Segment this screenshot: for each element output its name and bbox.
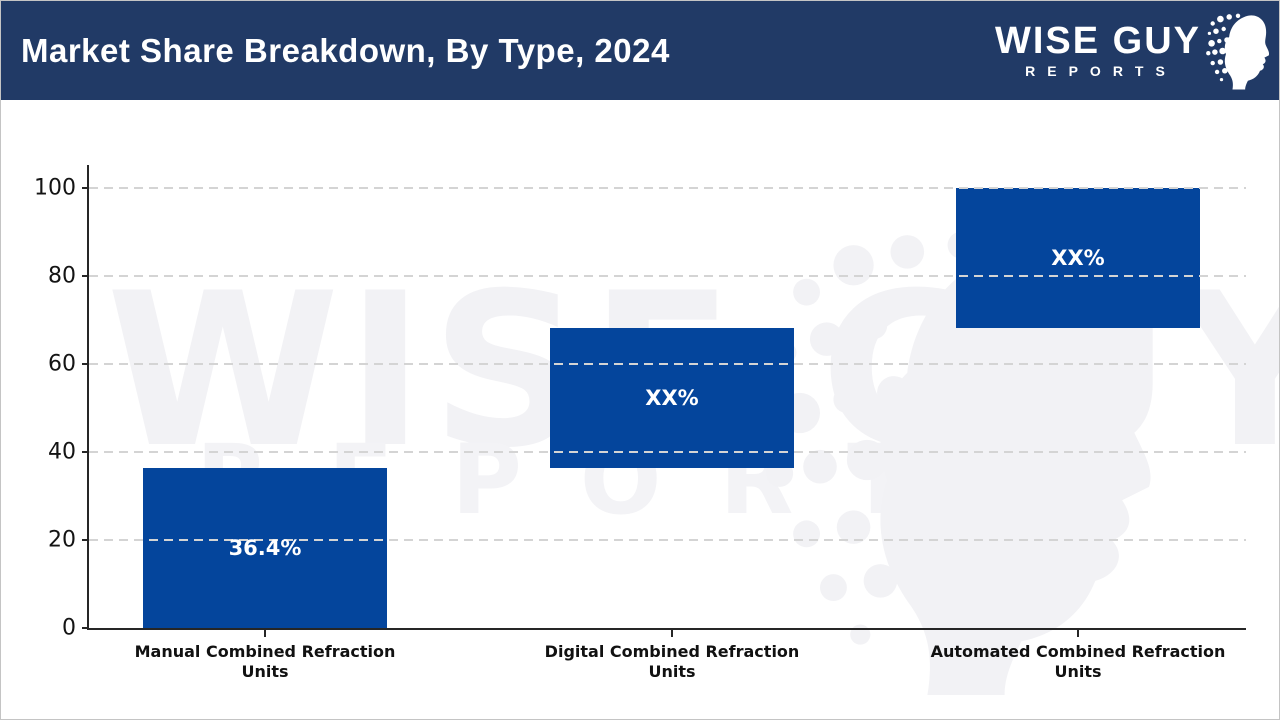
page-title: Market Share Breakdown, By Type, 2024: [21, 31, 670, 69]
category-label-2: Digital Combined Refraction Units: [544, 642, 800, 681]
gridline-60: [89, 363, 1246, 365]
y-axis-tick-60: [82, 363, 89, 365]
y-axis-tick-40: [82, 451, 89, 453]
x-axis-tick-3: [1077, 630, 1079, 637]
bar-value-label-1: 36.4%: [228, 535, 302, 560]
logo-text: WISE GUY REPORTS: [995, 22, 1201, 79]
gridline-100: [89, 187, 1246, 189]
logo-wordmark: WISE GUY: [994, 20, 1201, 62]
watermark-dotted-face-profile-icon: [766, 231, 1151, 695]
y-axis-tick-100: [82, 187, 89, 189]
category-label-3: Automated Combined Refraction Units: [930, 642, 1226, 681]
bar-2: [550, 327, 794, 468]
bar-value-label-2: XX%: [645, 385, 699, 410]
chart-area: WISE GUY REPORTS 02040608010036.4%XX%XX%…: [1, 100, 1279, 719]
wiseguy-logo: WISE GUY REPORTS: [995, 12, 1279, 90]
x-axis-tick-1: [264, 630, 266, 637]
y-axis-tick-label-60: 60: [48, 351, 76, 377]
gridline-80: [89, 275, 1246, 277]
y-axis-tick-0: [82, 627, 89, 629]
y-axis-tick-80: [82, 275, 89, 277]
y-axis-line: [87, 165, 89, 630]
category-label-1: Manual Combined Refraction Units: [134, 642, 396, 681]
x-axis-line: [87, 628, 1246, 630]
x-axis-tick-2: [671, 630, 673, 637]
y-axis-tick-label-40: 40: [48, 439, 76, 465]
y-axis-tick-label-0: 0: [62, 615, 76, 641]
gridline-40: [89, 451, 1246, 453]
header: Market Share Breakdown, By Type, 2024 WI…: [1, 1, 1279, 100]
y-axis-tick-label-100: 100: [34, 175, 76, 201]
y-axis-tick-label-80: 80: [48, 263, 76, 289]
gridline-20: [89, 539, 1246, 541]
bar-value-label-3: XX%: [1051, 245, 1105, 270]
bar-3: [956, 188, 1200, 328]
y-axis-tick-20: [82, 539, 89, 541]
y-axis-tick-label-20: 20: [48, 527, 76, 553]
bar-1: [143, 467, 387, 628]
dotted-face-profile-icon: [1206, 13, 1270, 89]
logo-subtitle: REPORTS: [1025, 63, 1177, 79]
